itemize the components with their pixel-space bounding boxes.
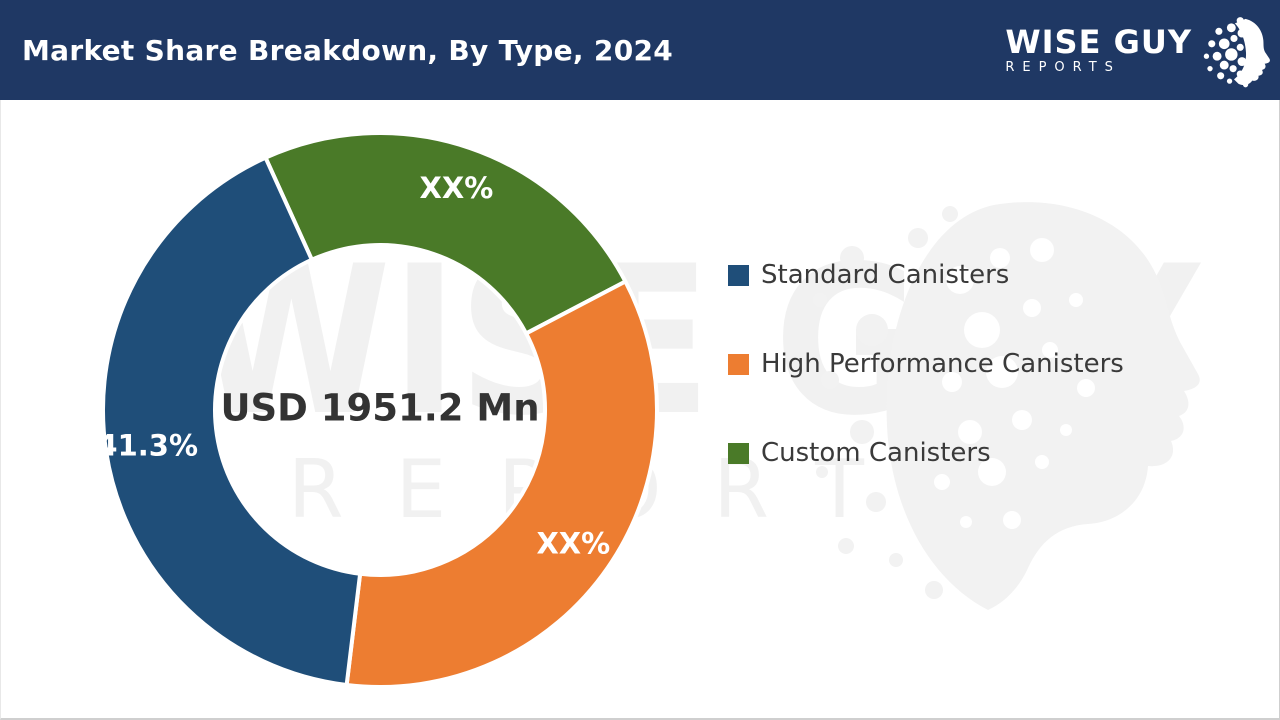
legend-swatch [728,353,749,375]
chart-legend: Standard Canisters High Performance Canis… [728,262,1124,529]
legend-item-custom-canisters: Custom Canisters [728,440,1124,466]
page-title: Market Share Breakdown, By Type, 2024 [22,33,674,67]
brand-logo: WISE GUY REPORTS [1005,8,1274,92]
legend-swatch [728,264,749,286]
donut-segment-custom-canisters [263,131,628,336]
legend-item-high-performance-canisters: High Performance Canisters [728,351,1124,377]
legend-swatch [728,442,749,464]
donut-segment-high-performance-canisters [344,279,659,689]
chart-center-value: USD 1951.2 Mn [220,386,540,430]
brand-logo-subtitle: REPORTS [1005,60,1121,75]
donut-segment-value: XX% [420,171,494,205]
header-bar: Market Share Breakdown, By Type, 2024 WI… [0,0,1280,100]
donut-segment-value: 41.3% [97,429,198,463]
legend-label: Custom Canisters [761,438,991,468]
legend-label: High Performance Canisters [761,349,1124,379]
legend-item-standard-canisters: Standard Canisters [728,262,1124,288]
donut-segment-value: XX% [536,527,610,561]
legend-label: Standard Canisters [761,260,1010,290]
brand-logo-wordmark: WISE GUY [1005,23,1192,61]
donut-segment-standard-canisters [101,155,363,687]
brand-face-icon [1203,17,1270,88]
